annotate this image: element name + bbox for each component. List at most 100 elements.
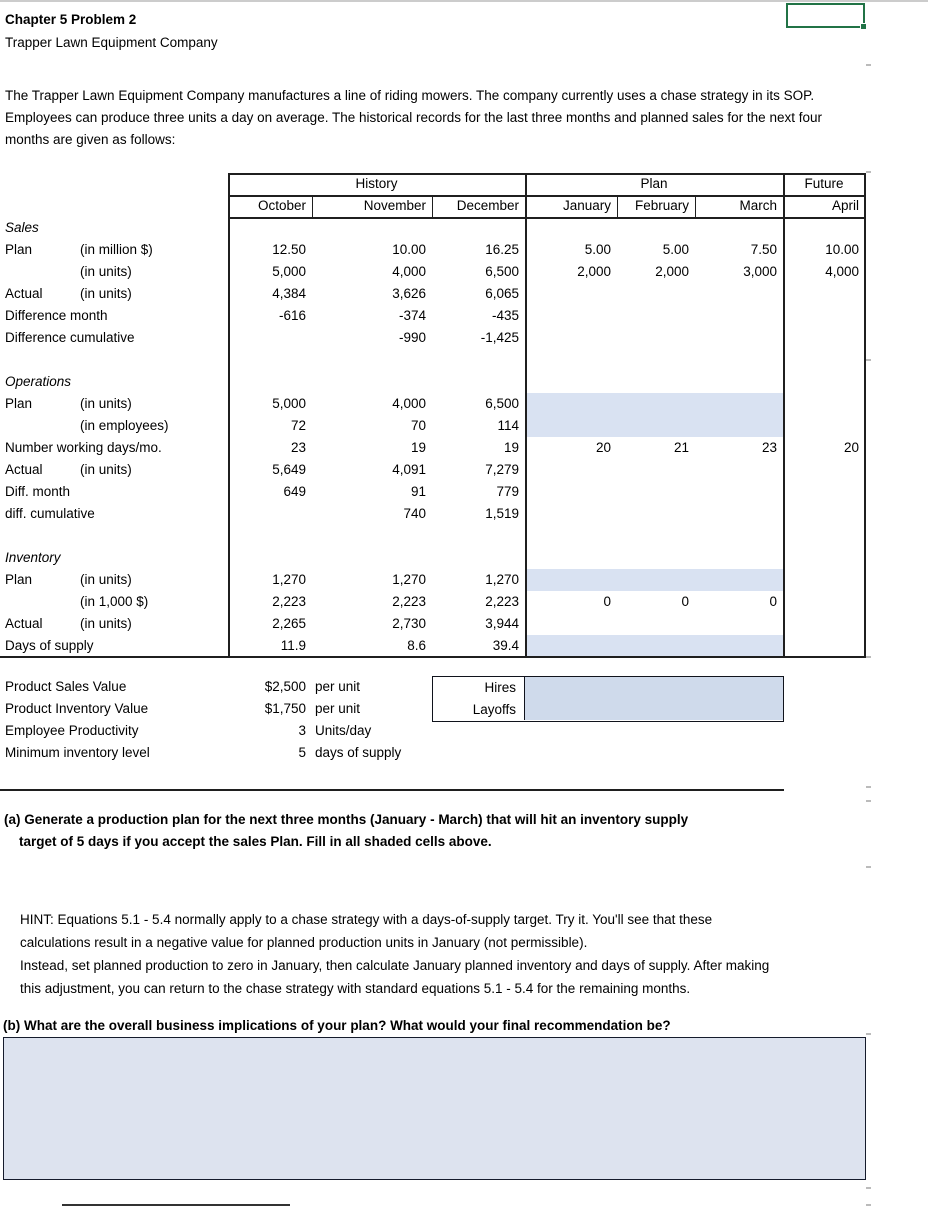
table-cell: 19	[503, 440, 519, 455]
hires-row: Hires	[433, 677, 783, 699]
table-cell: -990	[398, 330, 426, 345]
layoffs-row: Layoffs	[433, 698, 783, 720]
divider	[783, 173, 785, 657]
table-section-row: Operations	[0, 371, 867, 393]
row-label: Actual	[5, 286, 43, 301]
table-cell: 3,626	[392, 286, 426, 301]
fill-in-cells[interactable]	[525, 415, 783, 437]
table-cell: 3,944	[485, 616, 519, 631]
row-sublabel: (in employees)	[80, 418, 169, 433]
column-header-march: March	[739, 198, 777, 213]
parameter-value: $1,750	[264, 701, 306, 716]
table-cell: 2,223	[485, 594, 519, 609]
layoffs-input-cell[interactable]	[524, 698, 783, 720]
hint-line: calculations result in a negative value …	[20, 935, 588, 950]
table-row: Actual (in units) 4,384 3,626 6,065	[0, 283, 867, 305]
table-cell: 10.00	[392, 242, 426, 257]
row-sublabel: (in 1,000 $)	[80, 594, 149, 609]
divider	[864, 173, 866, 657]
table-cell: 1,270	[485, 572, 519, 587]
group-header-history: History	[355, 176, 398, 191]
hires-input-cell[interactable]	[524, 677, 783, 699]
row-sublabel: (in units)	[80, 572, 132, 587]
row-label: Difference cumulative	[5, 330, 135, 345]
divider	[695, 195, 696, 217]
divider	[228, 173, 866, 175]
row-sublabel: (in units)	[80, 264, 132, 279]
page-title: Chapter 5 Problem 2	[5, 12, 137, 27]
table-body: Sales Plan (in million $) 12.50 10.00 16.25 5.…	[0, 217, 868, 657]
parameter-value: 5	[298, 745, 306, 760]
table-cell: 1,519	[485, 506, 519, 521]
fill-in-cells[interactable]	[525, 635, 783, 657]
divider	[0, 656, 866, 658]
row-label: Plan	[5, 572, 33, 587]
table-cell: 4,091	[392, 462, 426, 477]
table-cell: 0	[681, 594, 689, 609]
table-cell: 8.6	[407, 638, 426, 653]
table-row: Difference cumulative -990 -1,425	[0, 327, 867, 349]
table-cell: 19	[410, 440, 426, 455]
table-cell: 72	[290, 418, 306, 433]
table-row: (in employees) 72 70 114	[0, 415, 867, 437]
hint-line: this adjustment, you can return to the c…	[20, 981, 691, 996]
table-cell: 5.00	[662, 242, 689, 257]
table-cell: 2,000	[655, 264, 689, 279]
parameter-unit: per unit	[315, 701, 361, 716]
parameter-value: 3	[298, 723, 306, 738]
row-label: diff. cumulative	[5, 506, 95, 521]
intro-paragraph: The Trapper Lawn Equipment Company manuf…	[5, 88, 822, 147]
fill-in-cells[interactable]	[525, 569, 783, 591]
table-section-row: Sales	[0, 217, 867, 239]
planning-table: History Plan Future October November Dec…	[0, 173, 868, 659]
table-cell: -616	[278, 308, 306, 323]
table-section-row: Inventory	[0, 547, 867, 569]
page-subtitle: Trapper Lawn Equipment Company	[5, 35, 218, 50]
page-break-mark	[866, 786, 871, 788]
column-header-october: October	[257, 198, 306, 213]
parameter-label: Minimum inventory level	[5, 745, 150, 760]
selected-cell[interactable]	[786, 3, 867, 30]
section-label: Inventory	[5, 550, 61, 565]
table-cell: 2,730	[392, 616, 426, 631]
table-row: Actual (in units) 2,265 2,730 3,944	[0, 613, 867, 635]
divider	[228, 217, 866, 219]
row-label: Plan	[5, 242, 33, 257]
table-cell: 740	[403, 506, 426, 521]
table-row: Actual (in units) 5,649 4,091 7,279	[0, 459, 867, 481]
parameter-unit: Units/day	[315, 723, 372, 738]
hint-line: Instead, set planned production to zero …	[20, 958, 770, 973]
row-sublabel: (in units)	[80, 396, 132, 411]
divider	[0, 789, 784, 791]
hint-text: HINT: Equations 5.1 - 5.4 normally apply…	[20, 908, 769, 1000]
table-cell: 7,279	[485, 462, 519, 477]
table-cell: 1,270	[272, 572, 306, 587]
page-break-mark	[866, 64, 871, 66]
group-header-plan: Plan	[640, 176, 668, 191]
table-cell: 6,065	[485, 286, 519, 301]
table-row: Plan (in units) 1,270 1,270 1,270	[0, 569, 867, 591]
table-row: (in 1,000 $) 2,223 2,223 2,223 0 0 0	[0, 591, 867, 613]
table-row: Diff. month 649 91 779	[0, 481, 867, 503]
table-cell: 3,000	[743, 264, 777, 279]
hires-label: Hires	[484, 680, 516, 695]
table-cell: 91	[410, 484, 426, 499]
table-cell: 649	[283, 484, 306, 499]
table-cell: 5,000	[272, 396, 306, 411]
divider	[312, 195, 313, 217]
table-cell: 39.4	[492, 638, 519, 653]
table-row: Difference month -616 -374 -435	[0, 305, 867, 327]
section-label: Operations	[5, 374, 72, 389]
fill-in-cells[interactable]	[525, 393, 783, 415]
table-cell: 4,000	[392, 264, 426, 279]
table-row: Days of supply 11.9 8.6 39.4	[0, 635, 867, 657]
table-cell: 10.00	[825, 242, 859, 257]
answer-input-area[interactable]	[3, 1037, 866, 1180]
parameter-unit: per unit	[315, 679, 361, 694]
table-cell: -1,425	[480, 330, 519, 345]
column-header-february: February	[634, 198, 689, 213]
row-label: Plan	[5, 396, 33, 411]
table-cell: 5,649	[272, 462, 306, 477]
fill-handle-icon[interactable]	[860, 23, 867, 30]
row-label: Actual	[5, 462, 43, 477]
